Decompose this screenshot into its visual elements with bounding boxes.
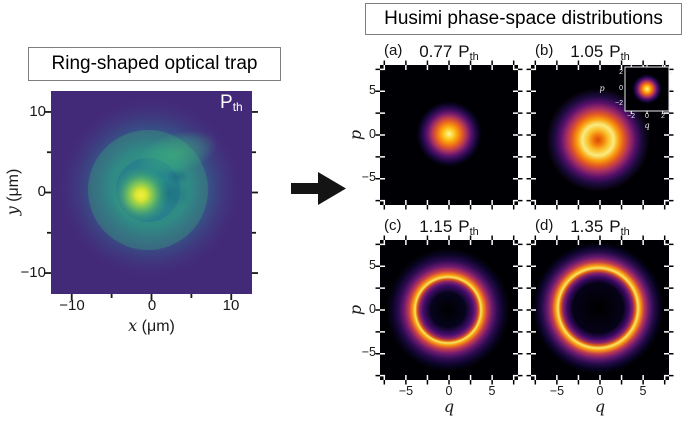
husimi-b-ring [546,88,650,192]
right-title: Husimi phase-space distributions [384,8,663,29]
trap-power-annotation: Pth [220,92,243,114]
trap-bright-peak [113,167,169,223]
husimi-c-xtick-5: 5 [488,384,496,398]
inset-ylabel: p [599,84,605,93]
inset-ytick-2: 2 [619,69,623,76]
husimi-c-ytick-neg5: −5 [361,345,376,359]
husimi-panel-d [526,235,674,385]
husimi-b-inset [624,64,672,114]
husimi-a-peak [416,101,482,167]
husimi-b-inset-peak [632,74,662,104]
husimi-c-ring [386,248,510,372]
husimi-panel-a [375,60,523,210]
right-title-box: Husimi phase-space distributions [365,3,682,35]
right-arrow-icon [291,172,346,205]
trap-xlabel: x (μm) [128,316,175,335]
trap-xtick-0: 0 [147,297,157,314]
trap-ytick-10: 10 [29,103,46,120]
optical-trap-heatmap [45,91,258,300]
panel-b-label: (b) 1.05 Pth [535,42,630,63]
inset-xtick-2: 2 [661,113,665,120]
trap-ylabel: y (μm) [3,168,22,216]
husimi-d-xtick-0: 0 [596,384,604,398]
panel-c-label: (c) 1.15 Pth [384,217,479,238]
trap-xtick-neg10: −10 [59,297,85,314]
inset-xlabel: q [644,121,650,130]
panel-d-label: (d) 1.35 Pth [535,217,630,238]
trap-dark-notch [166,169,190,185]
husimi-c-ytick-5: 5 [369,258,376,272]
husimi-d-xtick-5: 5 [639,384,647,398]
husimi-c-xlabel: q [443,397,455,416]
inset-xtick-0: 0 [645,113,649,120]
husimi-d-ring [532,242,664,374]
inset-xtick-neg2: −2 [627,113,635,120]
husimi-a-ytick-5: 5 [369,83,376,97]
husimi-c-ytick-0: 0 [369,302,376,316]
left-title: Ring-shaped optical trap [51,53,258,74]
husimi-a-ytick-0: 0 [369,127,376,141]
left-title-box: Ring-shaped optical trap [28,47,281,81]
inset-ytick-0: 0 [619,85,623,92]
husimi-d-xlabel: q [594,397,606,416]
panel-a-label: (a) 0.77 Pth [384,42,479,63]
trap-green-annulus [88,130,208,250]
husimi-panel-c [375,235,523,385]
husimi-a-ytick-neg5: −5 [361,170,376,184]
husimi-c-xtick-neg5: −5 [398,384,414,398]
husimi-c-ylabel: p [346,304,365,316]
trap-xtick-10: 10 [222,297,240,314]
husimi-c-xtick-0: 0 [445,384,453,398]
trap-ytick-neg10: −10 [20,264,46,281]
inset-ytick-neg2: −2 [615,100,623,107]
husimi-d-xtick-neg5: −5 [549,384,565,398]
trap-upper-arc [136,130,218,176]
trap-ytick-0: 0 [37,183,46,200]
husimi-a-ylabel: p [346,129,365,141]
